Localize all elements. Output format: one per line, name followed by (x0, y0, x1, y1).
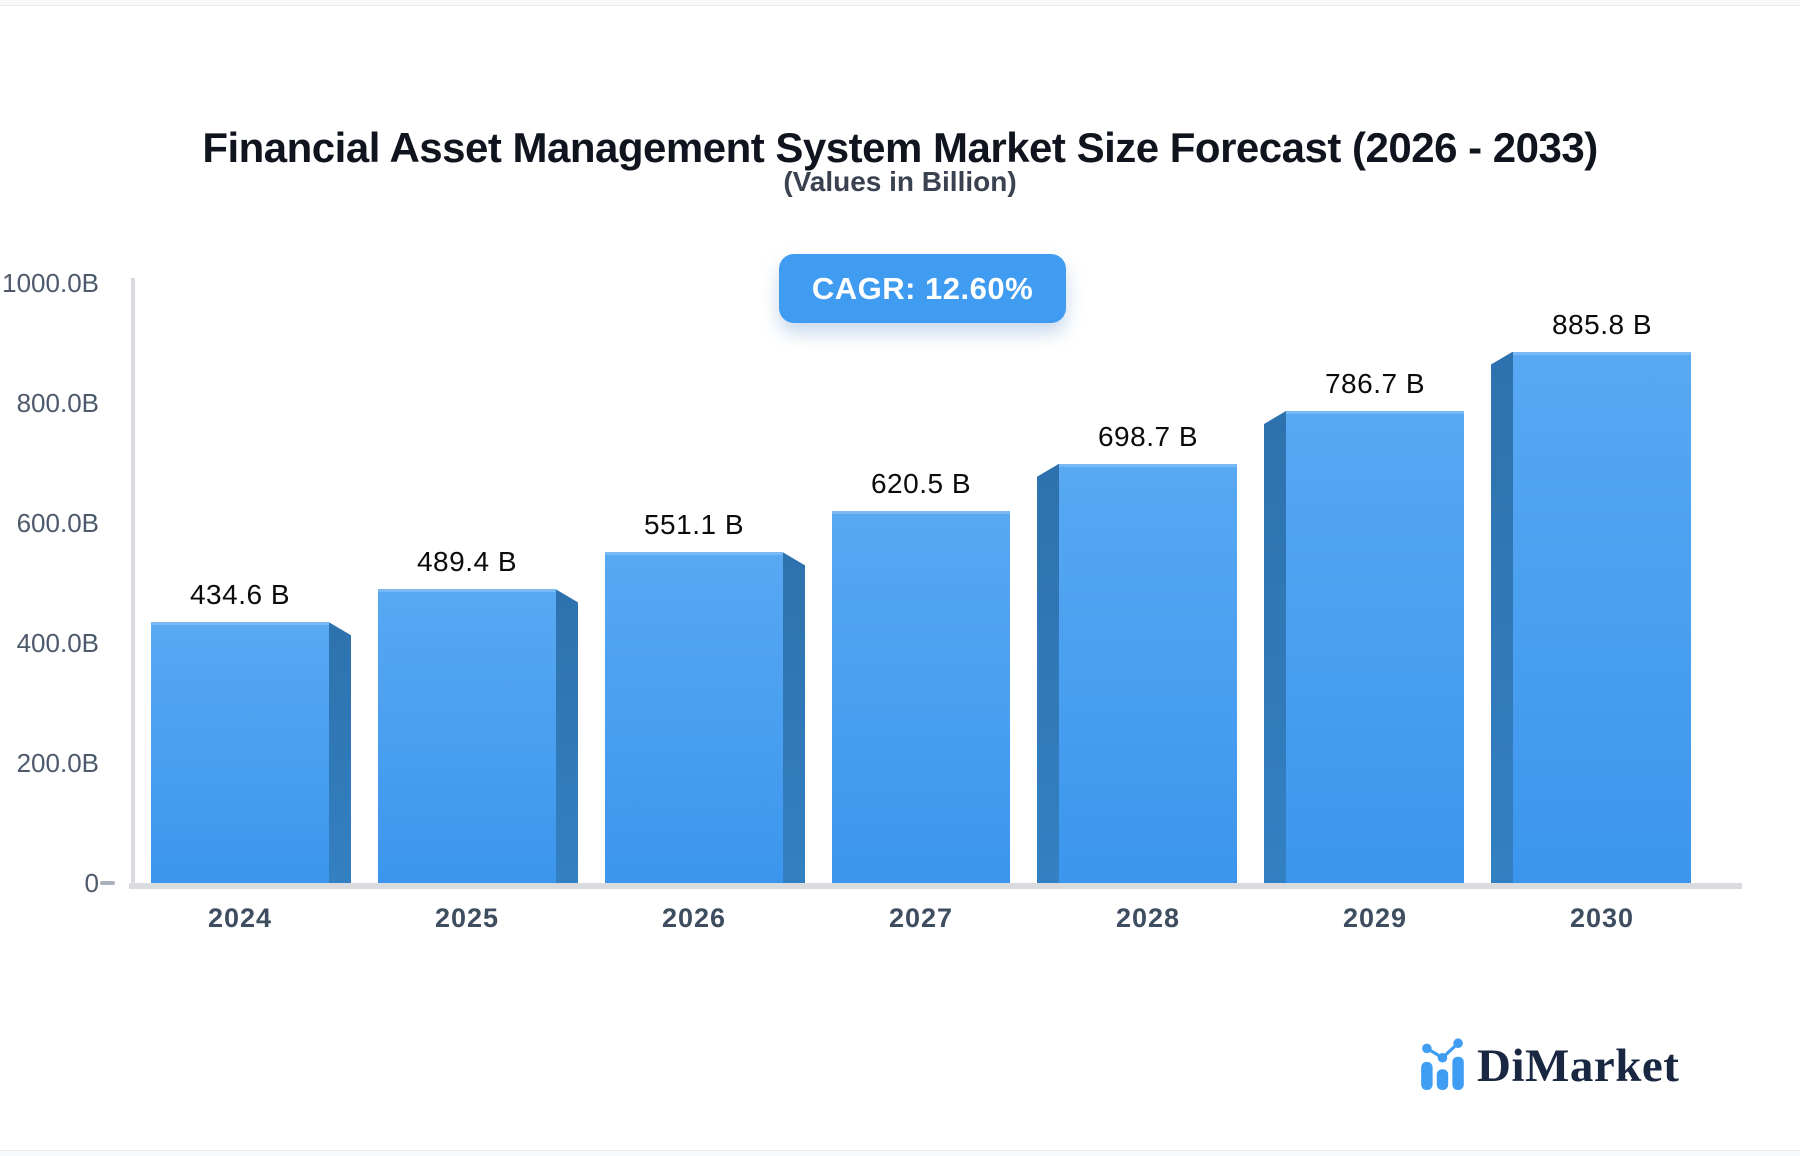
y-axis-tick-label: 800.0B (16, 388, 99, 418)
zero-tick-mark (100, 881, 115, 885)
bar-2026 (605, 552, 783, 883)
brand-name: DiMarket (1477, 1040, 1680, 1092)
bar-2025 (378, 589, 556, 883)
x-axis-label-2024: 2024 (207, 903, 273, 933)
y-axis-line (131, 278, 135, 889)
bar-value-label: 698.7 B (1097, 420, 1199, 452)
bar-side-2024 (329, 622, 351, 883)
bar-side-2030 (1491, 351, 1513, 883)
bar-value-label: 489.4 B (416, 546, 518, 578)
bar-value-label: 786.7 B (1324, 367, 1426, 399)
bar-value-label: 885.8 B (1551, 308, 1653, 340)
bar-value-label: 620.5 B (870, 467, 972, 499)
y-axis-tick-label: 0 (84, 868, 99, 898)
x-axis-line (129, 883, 1742, 889)
cagr-badge: CAGR: 12.60% (779, 254, 1066, 323)
chart-title: Financial Asset Management System Market… (202, 124, 1598, 172)
bar-value-label: 434.6 B (189, 579, 291, 611)
bar-2024 (151, 622, 329, 883)
x-axis-label-2027: 2027 (888, 903, 954, 933)
cagr-badge-label: CAGR: 12.60% (811, 270, 1034, 306)
bar-value-label: 551.1 B (643, 509, 745, 541)
y-axis-tick-label: 1000.0B (2, 268, 99, 298)
brand-logo: DiMarket (1420, 1038, 1679, 1090)
top-edge-strip (0, 0, 1800, 6)
bar-2029 (1286, 410, 1464, 883)
bar-side-2025 (556, 589, 578, 883)
bar-chart-logo-icon (1421, 1038, 1464, 1090)
bottom-edge-strip (0, 1150, 1800, 1156)
bar-side-2026 (783, 552, 805, 883)
bar-2028 (1059, 463, 1237, 883)
bar-side-2028 (1037, 463, 1059, 883)
y-axis-tick-label: 200.0B (16, 748, 99, 778)
x-axis-label-2028: 2028 (1115, 903, 1181, 933)
x-axis-label-2025: 2025 (434, 903, 500, 933)
y-axis-tick-label: 400.0B (16, 628, 99, 658)
chart-subtitle: (Values in Billion) (783, 166, 1017, 197)
bar-side-2029 (1264, 410, 1286, 883)
y-axis-tick-label: 600.0B (16, 508, 99, 538)
x-axis-label-2030: 2030 (1569, 903, 1635, 933)
x-axis-label-2029: 2029 (1342, 903, 1408, 933)
x-axis-label-2026: 2026 (661, 903, 727, 933)
bar-2027 (832, 510, 1010, 883)
bar-2030 (1513, 351, 1691, 883)
